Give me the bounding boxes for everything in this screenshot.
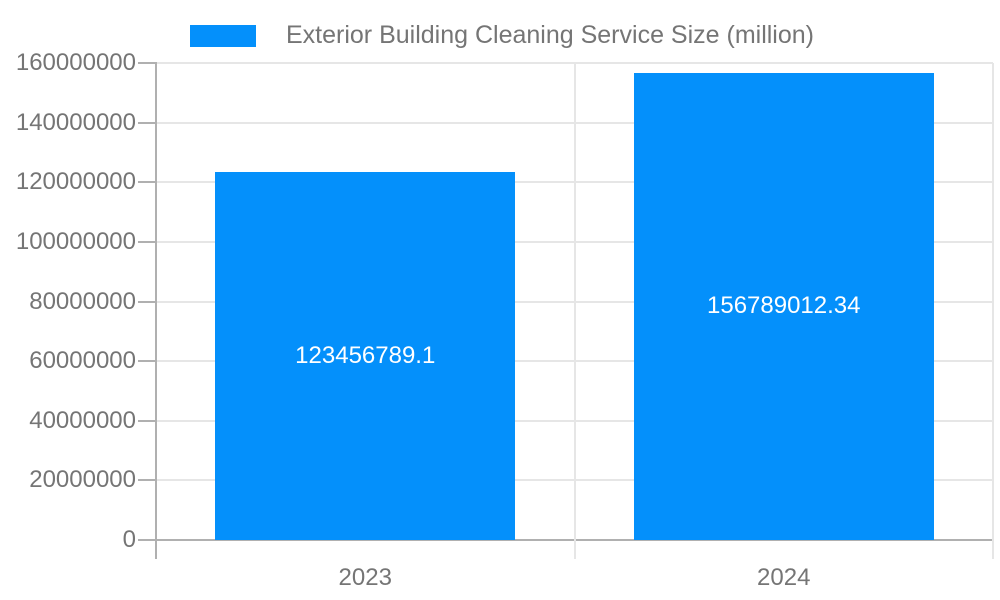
y-tick-label: 140000000 xyxy=(15,108,136,136)
y-tick-label: 20000000 xyxy=(29,466,136,494)
legend-label: Exterior Building Cleaning Service Size … xyxy=(286,21,814,49)
x-tick-label: 2023 xyxy=(338,564,392,591)
y-tick-label: 120000000 xyxy=(15,168,136,196)
plot-area: 123456789.1 156789012.34 xyxy=(155,62,994,559)
y-tick-label: 60000000 xyxy=(29,347,136,375)
y-tick-label: 160000000 xyxy=(15,49,136,76)
bar-value-label: 123456789.1 xyxy=(295,341,436,369)
y-axis-tick xyxy=(138,240,157,243)
y-axis-line xyxy=(155,63,157,559)
x-tick-label: 2024 xyxy=(757,564,811,591)
bar-2024: 156789012.34 xyxy=(633,72,934,540)
category-gridline xyxy=(992,63,994,559)
y-axis-tick xyxy=(138,181,157,184)
y-axis-tick xyxy=(138,360,157,363)
y-tick-label: 40000000 xyxy=(29,406,136,434)
y-axis-tick xyxy=(138,419,157,422)
y-axis-tick xyxy=(138,479,157,482)
y-axis-tick xyxy=(138,62,157,64)
legend-swatch xyxy=(190,24,256,47)
bar-2023: 123456789.1 xyxy=(215,171,516,540)
y-axis-tick xyxy=(138,539,157,541)
y-tick-label: 0 xyxy=(122,526,136,553)
y-axis-tick xyxy=(138,121,157,124)
y-axis-tick xyxy=(138,300,157,303)
bar-value-label: 156789012.34 xyxy=(707,292,861,320)
legend: Exterior Building Cleaning Service Size … xyxy=(190,21,814,50)
category-gridline xyxy=(573,63,576,559)
y-tick-label: 100000000 xyxy=(15,227,136,255)
y-tick-label: 80000000 xyxy=(29,287,136,315)
